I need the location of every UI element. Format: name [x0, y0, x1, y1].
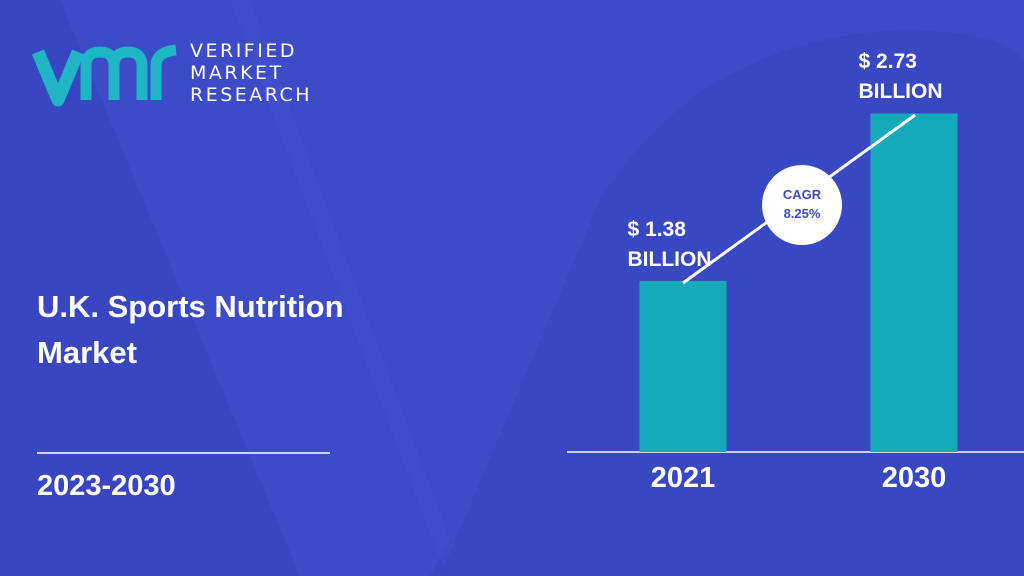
logo-mark	[80, 46, 148, 100]
bar	[639, 280, 727, 452]
logo-text: MARKET	[190, 62, 284, 84]
cagr-circle	[762, 165, 842, 245]
logo-mark	[32, 49, 84, 107]
annotation: CAGR 8.25%	[782, 187, 822, 221]
x-tick-label: 2030	[881, 462, 947, 494]
logo-text: RESEARCH	[190, 84, 313, 106]
bg-shape	[60, 0, 450, 576]
value-label: $ 1.38 BILLION	[627, 217, 712, 271]
chart-title: U.K. Sports Nutrition Market	[37, 289, 344, 370]
logo-mark	[150, 44, 177, 100]
x-tick-label: 2021	[650, 462, 716, 494]
bar	[870, 113, 958, 452]
chart-subtitle: 2023-2030	[37, 470, 176, 502]
bg-shape	[0, 0, 450, 576]
logo-text: VERIFIED	[190, 40, 297, 62]
value-label: $ 2.73 BILLION	[858, 50, 943, 104]
